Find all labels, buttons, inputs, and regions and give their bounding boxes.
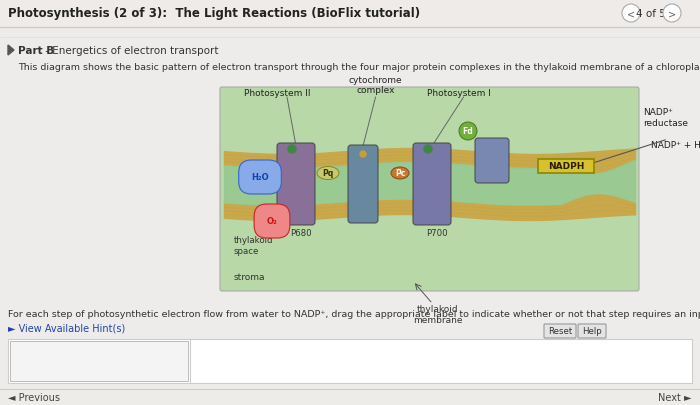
FancyBboxPatch shape bbox=[8, 339, 692, 383]
Circle shape bbox=[360, 151, 366, 158]
Text: stroma: stroma bbox=[234, 272, 265, 281]
Text: NADP⁺
reductase: NADP⁺ reductase bbox=[643, 108, 688, 128]
Circle shape bbox=[288, 146, 296, 153]
FancyBboxPatch shape bbox=[413, 144, 451, 226]
Text: 4 of 5: 4 of 5 bbox=[636, 9, 666, 19]
FancyBboxPatch shape bbox=[10, 341, 188, 381]
Circle shape bbox=[622, 5, 640, 23]
Text: Fd: Fd bbox=[463, 127, 473, 136]
Text: Help: Help bbox=[582, 327, 602, 336]
FancyBboxPatch shape bbox=[544, 324, 576, 338]
Text: Part B: Part B bbox=[18, 46, 55, 56]
Text: Photosystem II: Photosystem II bbox=[244, 89, 310, 98]
FancyBboxPatch shape bbox=[578, 324, 606, 338]
Text: cytochrome
complex: cytochrome complex bbox=[349, 75, 402, 95]
Text: This diagram shows the basic pattern of electron transport through the four majo: This diagram shows the basic pattern of … bbox=[18, 62, 700, 71]
Ellipse shape bbox=[391, 168, 409, 179]
FancyBboxPatch shape bbox=[0, 0, 700, 28]
Text: Next ►: Next ► bbox=[659, 392, 692, 402]
Ellipse shape bbox=[317, 167, 339, 180]
FancyBboxPatch shape bbox=[220, 88, 639, 291]
Text: ◄ Previous: ◄ Previous bbox=[8, 392, 60, 402]
Text: H₂O: H₂O bbox=[251, 173, 269, 182]
Text: Photosynthesis (2 of 3):  The Light Reactions (BioFlix tutorial): Photosynthesis (2 of 3): The Light React… bbox=[8, 7, 420, 20]
Text: <: < bbox=[627, 9, 635, 19]
Text: - Energetics of electron transport: - Energetics of electron transport bbox=[42, 46, 218, 56]
Text: NADPH: NADPH bbox=[548, 162, 584, 171]
Text: ► View Available Hint(s): ► View Available Hint(s) bbox=[8, 323, 125, 333]
FancyBboxPatch shape bbox=[277, 144, 315, 226]
Text: Reset: Reset bbox=[548, 327, 572, 336]
Text: NADP⁺ + H⁺: NADP⁺ + H⁺ bbox=[651, 141, 700, 150]
Text: P680: P680 bbox=[290, 228, 312, 237]
FancyBboxPatch shape bbox=[538, 160, 594, 174]
Text: Photosystem I: Photosystem I bbox=[426, 89, 491, 98]
Circle shape bbox=[663, 5, 681, 23]
FancyBboxPatch shape bbox=[348, 146, 378, 224]
Polygon shape bbox=[8, 46, 14, 56]
FancyBboxPatch shape bbox=[475, 139, 509, 183]
Text: thylakoid
space: thylakoid space bbox=[234, 235, 274, 256]
Text: P700: P700 bbox=[426, 228, 448, 237]
Text: >: > bbox=[668, 9, 676, 19]
Text: O₂: O₂ bbox=[267, 217, 277, 226]
Text: thylakoid
membrane: thylakoid membrane bbox=[413, 304, 463, 324]
Text: Pc: Pc bbox=[395, 169, 405, 178]
FancyBboxPatch shape bbox=[0, 389, 700, 405]
Circle shape bbox=[459, 123, 477, 141]
Text: Pq: Pq bbox=[323, 169, 334, 178]
Text: For each step of photosynthetic electron flow from water to NADP⁺, drag the appr: For each step of photosynthetic electron… bbox=[8, 309, 700, 318]
Circle shape bbox=[424, 146, 432, 153]
